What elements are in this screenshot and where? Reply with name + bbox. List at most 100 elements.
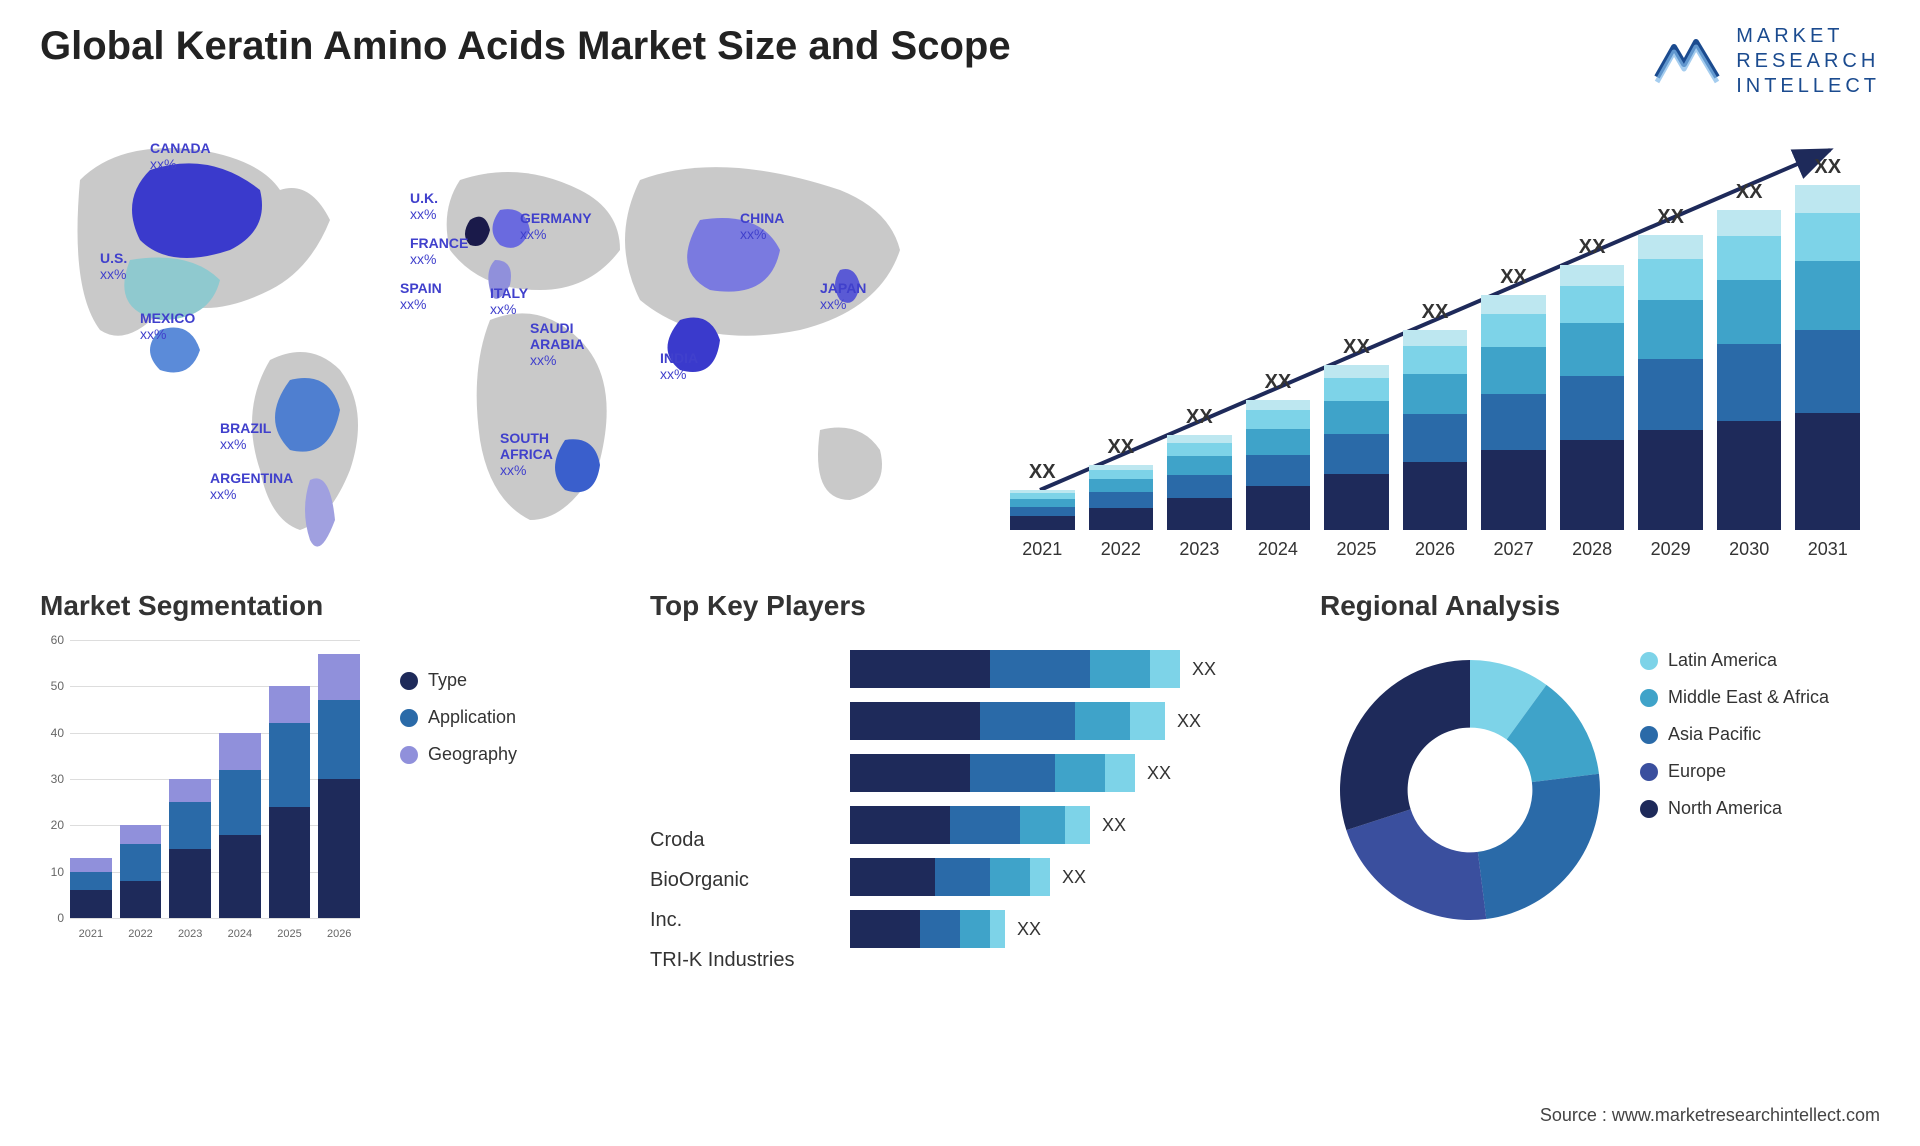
segmentation-section: Market Segmentation 0102030405060 202120… xyxy=(40,590,600,1010)
growth-year-label: 2025 xyxy=(1324,539,1389,560)
growth-bar-chart: XXXXXXXXXXXXXXXXXXXXXX 20212022202320242… xyxy=(1000,120,1870,560)
keyplayer-bar: XX xyxy=(850,910,1250,948)
growth-bar: XX xyxy=(1795,156,1860,530)
legend-item: North America xyxy=(1640,798,1829,819)
keyplayer-name: BioOrganic xyxy=(650,860,794,900)
donut-slice xyxy=(1340,660,1470,830)
seg-ytick: 30 xyxy=(51,772,64,786)
growth-bar-label: XX xyxy=(1500,266,1527,289)
seg-year-label: 2025 xyxy=(269,928,311,940)
country-label: GERMANYxx% xyxy=(520,210,592,242)
legend-item: Latin America xyxy=(1640,650,1829,671)
growth-bar: XX xyxy=(1010,461,1075,530)
growth-bar-label: XX xyxy=(1814,156,1841,179)
keyplayers-names: CrodaBioOrganicInc.TRI-K Industries xyxy=(650,820,794,980)
world-map: CANADAxx% U.S.xx% MEXICOxx% BRAZILxx% ARGENT… xyxy=(40,120,960,560)
donut-slice xyxy=(1478,774,1600,919)
growth-year-label: 2028 xyxy=(1560,539,1625,560)
growth-bar: XX xyxy=(1403,301,1468,530)
growth-bar: XX xyxy=(1638,206,1703,530)
page-title: Global Keratin Amino Acids Market Size a… xyxy=(40,24,1011,69)
keyplayer-value: XX xyxy=(1177,711,1201,732)
source-text: Source : www.marketresearchintellect.com xyxy=(1540,1105,1880,1126)
growth-year-label: 2029 xyxy=(1638,539,1703,560)
growth-year-label: 2022 xyxy=(1089,539,1154,560)
growth-bar: XX xyxy=(1481,266,1546,530)
growth-bar-label: XX xyxy=(1029,461,1056,484)
segmentation-title: Market Segmentation xyxy=(40,590,600,622)
country-label: FRANCExx% xyxy=(410,235,468,267)
seg-ytick: 10 xyxy=(51,865,64,879)
country-label: SOUTHAFRICAxx% xyxy=(500,430,553,478)
keyplayer-bar: XX xyxy=(850,806,1250,844)
regional-section: Regional Analysis Latin America Middle Ea… xyxy=(1320,590,1880,1010)
growth-bar-label: XX xyxy=(1107,436,1134,459)
growth-year-label: 2023 xyxy=(1167,539,1232,560)
growth-year-label: 2024 xyxy=(1246,539,1311,560)
regional-donut xyxy=(1320,640,1620,940)
keyplayer-name: TRI-K Industries xyxy=(650,940,794,980)
growth-year-label: 2030 xyxy=(1717,539,1782,560)
legend-item: Middle East & Africa xyxy=(1640,687,1829,708)
seg-bar xyxy=(169,779,211,918)
keyplayer-bar: XX xyxy=(850,754,1250,792)
seg-bar xyxy=(120,825,162,918)
seg-ytick: 60 xyxy=(51,633,64,647)
growth-bar-label: XX xyxy=(1186,406,1213,429)
segmentation-chart: 0102030405060 202120222023202420252026 xyxy=(40,640,360,940)
seg-year-label: 2023 xyxy=(169,928,211,940)
country-label: ARGENTINAxx% xyxy=(210,470,293,502)
segmentation-legend: Type Application Geography xyxy=(400,670,517,781)
keyplayer-value: XX xyxy=(1147,763,1171,784)
country-label: CHINAxx% xyxy=(740,210,784,242)
growth-bar: XX xyxy=(1717,181,1782,530)
country-label: U.K.xx% xyxy=(410,190,438,222)
keyplayer-value: XX xyxy=(1062,867,1086,888)
legend-item: Asia Pacific xyxy=(1640,724,1829,745)
seg-ytick: 20 xyxy=(51,818,64,832)
legend-item: Europe xyxy=(1640,761,1829,782)
seg-ytick: 40 xyxy=(51,726,64,740)
brand-logo: MARKET RESEARCH INTELLECT xyxy=(1652,24,1880,99)
country-label: MEXICOxx% xyxy=(140,310,195,342)
legend-item: Application xyxy=(400,707,517,728)
country-label: SPAINxx% xyxy=(400,280,442,312)
seg-bar xyxy=(269,686,311,918)
growth-bar-label: XX xyxy=(1657,206,1684,229)
keyplayer-value: XX xyxy=(1192,659,1216,680)
growth-bar: XX xyxy=(1246,371,1311,530)
regional-legend: Latin America Middle East & Africa Asia Pa… xyxy=(1640,650,1829,835)
keyplayer-bar: XX xyxy=(850,702,1250,740)
legend-item: Type xyxy=(400,670,517,691)
country-label: BRAZILxx% xyxy=(220,420,271,452)
growth-bar-label: XX xyxy=(1579,236,1606,259)
country-label: CANADAxx% xyxy=(150,140,211,172)
legend-item: Geography xyxy=(400,744,517,765)
growth-year-label: 2021 xyxy=(1010,539,1075,560)
keyplayers-bars: XX XX XX XX XX XX xyxy=(850,650,1250,962)
growth-bar-label: XX xyxy=(1265,371,1292,394)
keyplayer-name: Croda xyxy=(650,820,794,860)
regional-title: Regional Analysis xyxy=(1320,590,1880,622)
growth-bar-label: XX xyxy=(1736,181,1763,204)
keyplayers-title: Top Key Players xyxy=(650,590,1270,622)
growth-year-label: 2026 xyxy=(1403,539,1468,560)
country-label: INDIAxx% xyxy=(660,350,698,382)
seg-bar xyxy=(318,654,360,918)
growth-bar: XX xyxy=(1324,336,1389,530)
growth-year-label: 2027 xyxy=(1481,539,1546,560)
seg-year-label: 2022 xyxy=(120,928,162,940)
seg-bar xyxy=(219,733,261,918)
logo-line-1: MARKET xyxy=(1736,24,1880,49)
country-label: SAUDIARABIAxx% xyxy=(530,320,584,368)
seg-year-label: 2024 xyxy=(219,928,261,940)
country-label: U.S.xx% xyxy=(100,250,127,282)
logo-icon xyxy=(1652,32,1722,92)
growth-bar: XX xyxy=(1560,236,1625,530)
seg-ytick: 0 xyxy=(57,911,64,925)
logo-line-2: RESEARCH xyxy=(1736,49,1880,74)
growth-bar: XX xyxy=(1089,436,1154,530)
seg-year-label: 2026 xyxy=(318,928,360,940)
keyplayer-name: Inc. xyxy=(650,900,794,940)
country-label: ITALYxx% xyxy=(490,285,528,317)
